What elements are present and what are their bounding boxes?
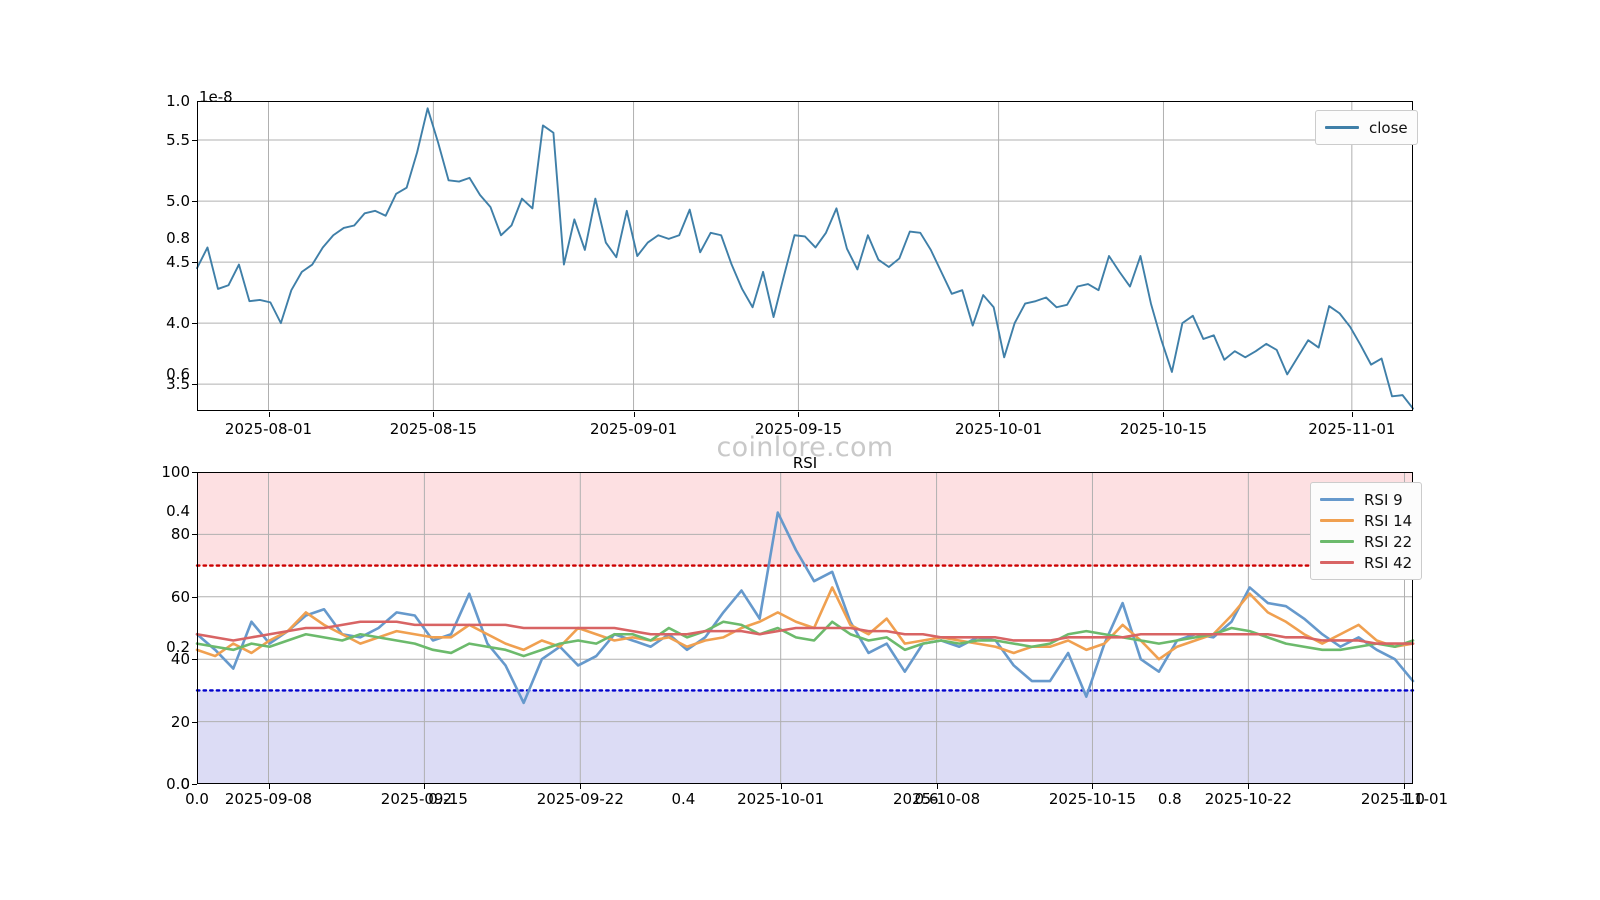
price-y-tick: 4.5 (166, 253, 190, 272)
price-x-tick: 2025-08-01 (224, 420, 313, 438)
price-x-tickmark (268, 412, 270, 417)
rsi-y-tick: 40 (170, 650, 190, 669)
rsi-x-tick: 2025-09-15 (380, 790, 468, 808)
rsi-y-tickmark (192, 472, 197, 473)
rsi-x-tickmark (1248, 784, 1250, 789)
price-plot-area (196, 101, 1414, 411)
legend-color-swatch (1320, 498, 1354, 501)
overlay-x-tick: 0.8 (1157, 790, 1182, 808)
price-y-offset-label: 1e-8 (199, 88, 233, 106)
rsi-x-tick: 2025-09-08 (224, 790, 313, 808)
rsi-y-tickmark (192, 596, 197, 598)
price-y-tickmark (192, 140, 197, 142)
legend-label: RSI 9 (1364, 490, 1403, 509)
rsi-y-tickmark (192, 659, 197, 661)
rsi-y-tick: 100 (161, 463, 190, 481)
price-x-tick: 2025-10-01 (954, 420, 1043, 438)
rsi-x-tick: 2025-09-22 (536, 790, 624, 808)
overlay-y-tick: 0.8 (166, 228, 190, 247)
price-chart-axes (196, 101, 1414, 411)
rsi-legend-item[interactable]: RSI 22 (1320, 531, 1412, 552)
price-y-tick: 3.5 (166, 375, 190, 394)
rsi-x-tick: 2025-10-22 (1204, 790, 1292, 808)
price-y-tick: 5.0 (166, 192, 190, 211)
price-x-tick: 2025-11-01 (1308, 420, 1396, 438)
price-x-tickmark (1163, 412, 1165, 417)
rsi-y-tickmark (192, 534, 197, 536)
rsi-y-tickmark (192, 721, 197, 723)
price-x-tick: 2025-09-15 (754, 420, 843, 438)
price-y-tickmark (192, 262, 197, 264)
rsi-legend-item[interactable]: RSI 42 (1320, 552, 1412, 573)
rsi-x-tickmark (1404, 784, 1406, 789)
price-y-tick: 5.5 (166, 131, 190, 150)
overlay-x-tick: 0.0 (185, 790, 209, 808)
price-x-tick: 2025-10-15 (1119, 420, 1208, 438)
legend-label: RSI 42 (1364, 553, 1413, 572)
price-y-tick: 4.0 (166, 314, 190, 333)
rsi-plot-area (195, 472, 1415, 784)
legend-color-swatch (1320, 561, 1354, 564)
price-x-tickmark (1351, 412, 1353, 417)
rsi-x-tickmark (780, 784, 782, 789)
coinlore-watermark: coinlore.com (716, 432, 894, 463)
price-x-tickmark (798, 412, 800, 417)
overlay-y-tick: 0.4 (166, 501, 190, 520)
rsi-y-tick: 20 (170, 712, 190, 731)
rsi-chart-axes (195, 472, 1415, 784)
legend-color-swatch (1320, 540, 1354, 543)
rsi-x-tickmark (268, 784, 270, 789)
rsi-chart-title: RSI (792, 454, 818, 472)
price-y-tickmark (192, 201, 197, 203)
overlay-y-tick: 0.2 (166, 638, 190, 657)
price-y-tickmark (192, 384, 197, 386)
price-legend[interactable]: close (1315, 110, 1418, 145)
price-x-tick: 2025-09-01 (589, 420, 678, 438)
legend-color-swatch (1320, 519, 1354, 522)
rsi-y-tick: 80 (170, 525, 190, 544)
overlay-y-tick: 0.0 (166, 775, 190, 793)
overlay-x-tick: 0.2 (428, 790, 453, 808)
rsi-legend-item[interactable]: RSI 14 (1320, 510, 1412, 531)
price-legend-item[interactable]: close (1325, 117, 1408, 138)
price-x-tickmark (998, 412, 1000, 417)
rsi-x-tick: 2025-10-15 (1048, 790, 1137, 808)
rsi-y-tick: 0 (180, 775, 190, 793)
price-x-tick: 2025-08-15 (389, 420, 477, 438)
rsi-y-tickmark (192, 784, 197, 785)
price-x-tickmark (433, 412, 435, 417)
legend-color-swatch (1325, 126, 1359, 129)
rsi-x-tickmark (936, 784, 938, 789)
rsi-x-tick: 2025-11-01 (1360, 790, 1449, 808)
overlay-y-tick: 1.0 (166, 92, 190, 110)
price-y-tickmark (192, 323, 197, 325)
rsi-legend-item[interactable]: RSI 9 (1320, 489, 1412, 510)
legend-label: close (1369, 118, 1408, 137)
overlay-y-tick: 0.6 (166, 365, 190, 384)
price-x-tickmark (633, 412, 635, 417)
rsi-y-tick: 60 (170, 587, 190, 606)
legend-label: RSI 22 (1364, 532, 1413, 551)
rsi-x-tickmark (1092, 784, 1094, 789)
overlay-x-tick: 1.0 (1401, 790, 1425, 808)
rsi-x-tick: 2025-10-08 (892, 790, 981, 808)
rsi-legend[interactable]: RSI 9 RSI 14 RSI 22 RSI 42 (1310, 482, 1423, 580)
legend-label: RSI 14 (1364, 511, 1413, 530)
overlay-x-tick: 0.6 (914, 790, 939, 808)
rsi-x-tickmark (580, 784, 582, 789)
overlay-x-tick: 0.4 (671, 790, 696, 808)
rsi-x-tick: 2025-10-01 (737, 790, 825, 808)
rsi-x-tickmark (424, 784, 426, 789)
